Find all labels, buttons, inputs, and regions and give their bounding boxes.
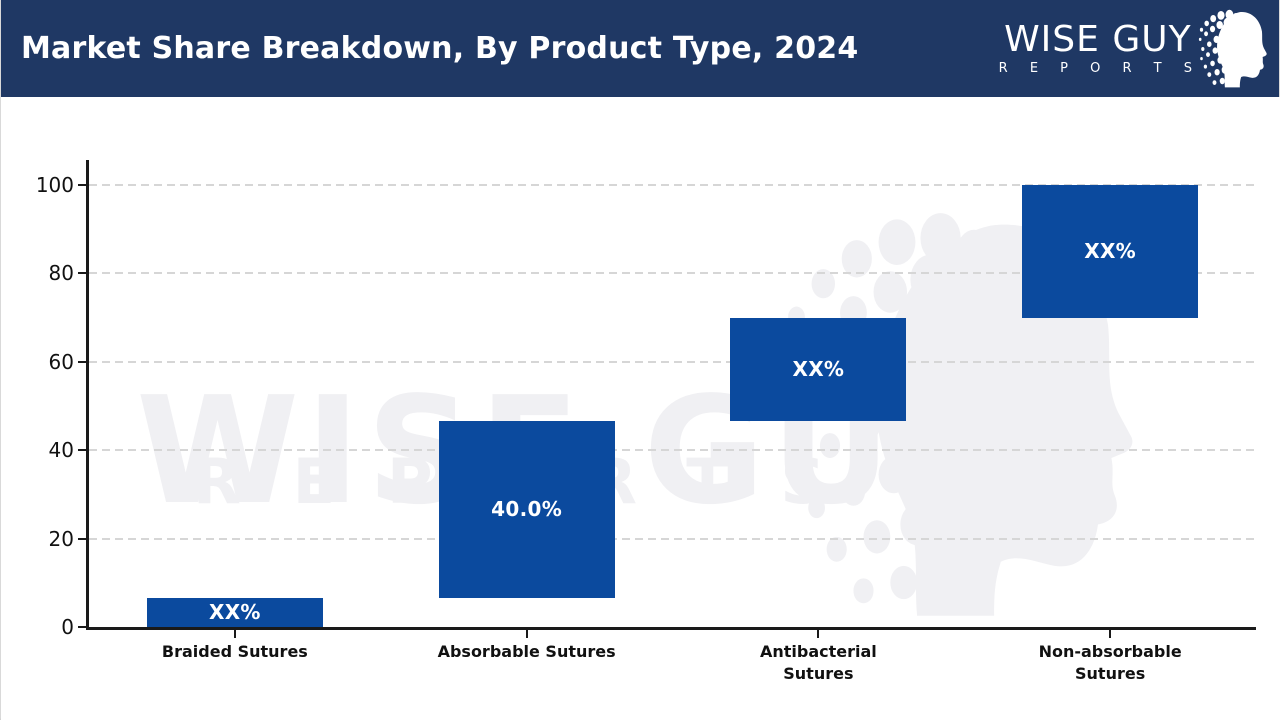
gridline-60 xyxy=(89,360,1256,363)
logo-wordmark: WISE GUY R E P O R T S xyxy=(995,21,1201,76)
logo-face-icon xyxy=(1195,9,1273,89)
y-tick-mark xyxy=(78,537,86,540)
gridline-40 xyxy=(89,449,1256,452)
y-tick-label: 100 xyxy=(35,173,74,197)
gridline-100 xyxy=(89,184,1256,186)
y-tick-label: 60 xyxy=(48,349,74,374)
page-title: Market Share Breakdown, By Product Type,… xyxy=(21,31,859,66)
header-bar: Market Share Breakdown, By Product Type,… xyxy=(1,0,1279,97)
x-category-label-non-absorbable-sutures: Non-absorbable Sutures xyxy=(1038,642,1182,683)
bar-braided-sutures: XX% xyxy=(146,597,323,627)
logo-wordmark-line1: WISE GUY xyxy=(1004,19,1192,61)
bar-non-absorbable-sutures: XX% xyxy=(1022,185,1199,318)
x-category-label-braided-sutures: Braided Sutures xyxy=(161,642,308,661)
x-axis-line xyxy=(86,627,1256,630)
y-tick-label: 40 xyxy=(48,438,74,463)
bar-absorbable-sutures: 40.0% xyxy=(438,421,615,598)
y-tick-label: 80 xyxy=(48,261,74,286)
logo-wordmark-line2: R E P O R T S xyxy=(998,60,1201,76)
x-tick-mark xyxy=(233,630,236,638)
x-category-label-antibacterial-sutures: Antibacterial Sutures xyxy=(759,642,877,683)
y-axis-line xyxy=(86,160,89,630)
y-tick-mark xyxy=(78,184,86,186)
y-tick-label: 0 xyxy=(61,615,74,639)
x-tick-mark xyxy=(525,630,528,638)
bar-value-label: XX% xyxy=(208,600,261,625)
bar-antibacterial-sutures: XX% xyxy=(730,317,907,422)
bar-value-label: 40.0% xyxy=(491,497,563,522)
x-tick-mark xyxy=(817,630,820,638)
x-tick-mark xyxy=(1109,630,1112,638)
gridline-80 xyxy=(89,272,1256,275)
bar-value-label: XX% xyxy=(1084,239,1137,264)
gridline-20 xyxy=(89,537,1256,540)
x-category-label-absorbable-sutures: Absorbable Sutures xyxy=(437,642,616,661)
y-tick-mark xyxy=(78,272,86,275)
y-tick-mark xyxy=(78,360,86,363)
bar-value-label: XX% xyxy=(792,357,845,382)
logo: WISE GUY R E P O R T S xyxy=(995,0,1273,97)
y-tick-mark xyxy=(78,449,86,452)
y-tick-mark xyxy=(78,626,86,628)
y-tick-label: 20 xyxy=(48,526,74,551)
